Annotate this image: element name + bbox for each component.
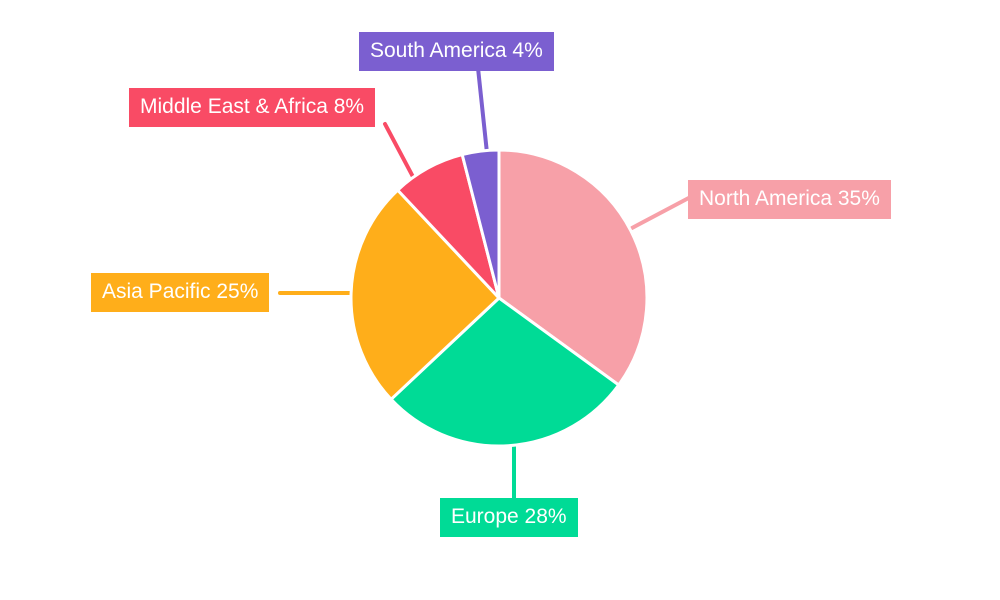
pie-label-north-america[interactable]: North America 35%: [688, 180, 891, 219]
pie-slice-asia-pacific[interactable]: [349, 187, 502, 402]
leader-line-south-america: [476, 66, 489, 155]
pie-slice-europe[interactable]: [388, 296, 621, 448]
pie-label-south-america[interactable]: South America 4%: [359, 32, 554, 71]
pie-label-asia-pacific[interactable]: Asia Pacific 25%: [91, 273, 270, 312]
pie-label-europe[interactable]: Europe 28%: [440, 498, 578, 537]
pie-slices: [349, 148, 649, 448]
pie-slice-south-america[interactable]: [460, 148, 501, 299]
pie-slice-north-america[interactable]: [497, 148, 649, 388]
pie-label-middle-east-africa[interactable]: Middle East & Africa 8%: [129, 88, 376, 127]
